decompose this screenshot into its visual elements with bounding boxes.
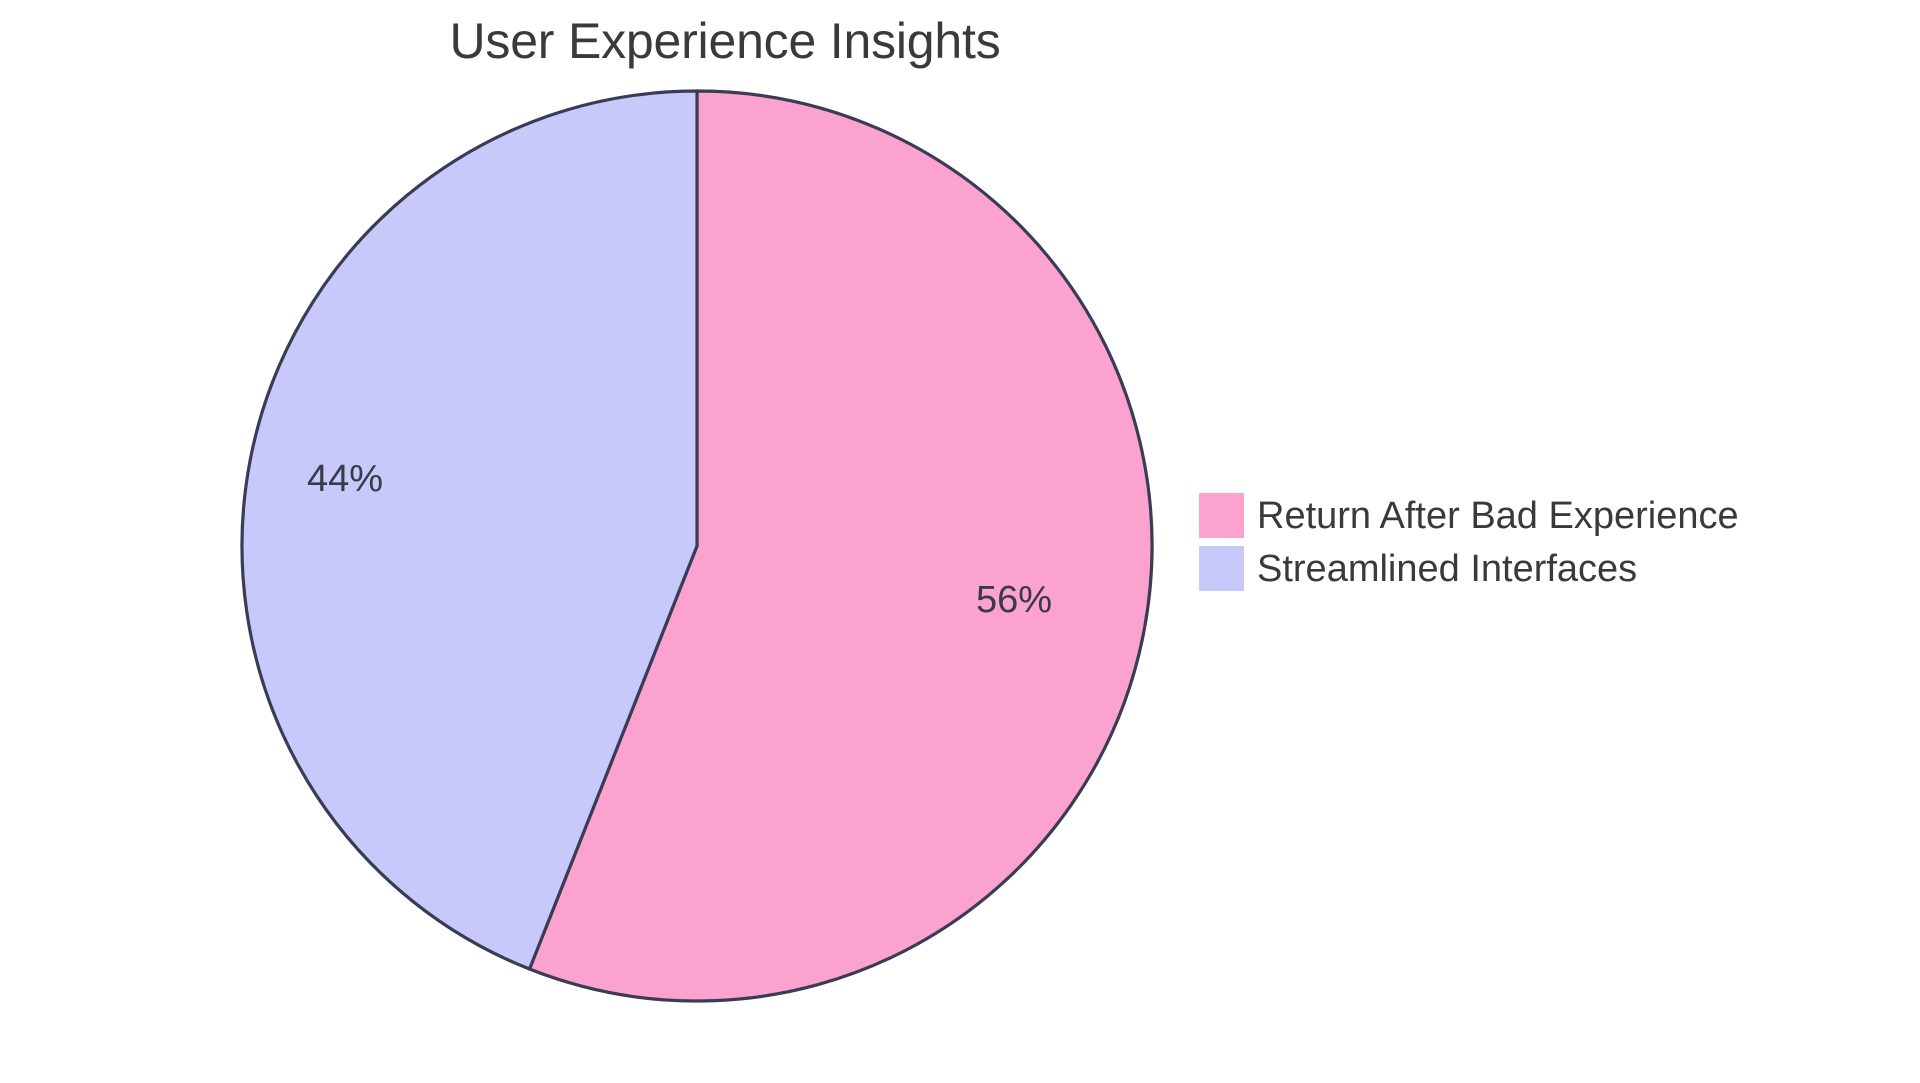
legend-item-streamlined-interfaces[interactable]: Streamlined Interfaces [1199,545,1739,592]
legend-swatch-streamlined-interfaces [1199,546,1244,591]
pie-slice-label-return-after-bad-experience: 56% [976,579,1052,621]
pie-slice-label-streamlined-interfaces: 44% [307,458,383,500]
chart-legend: Return After Bad Experience Streamlined … [1199,492,1739,592]
legend-label-return-after-bad-experience: Return After Bad Experience [1257,494,1739,537]
legend-item-return-after-bad-experience[interactable]: Return After Bad Experience [1199,492,1739,539]
chart-title: User Experience Insights [449,13,1001,69]
legend-swatch-return-after-bad-experience [1199,493,1244,538]
legend-label-streamlined-interfaces: Streamlined Interfaces [1257,547,1638,590]
pie-slice-streamlined-interfaces[interactable] [240,89,699,971]
pie-slice-return-after-bad-experience[interactable] [527,89,1154,1003]
